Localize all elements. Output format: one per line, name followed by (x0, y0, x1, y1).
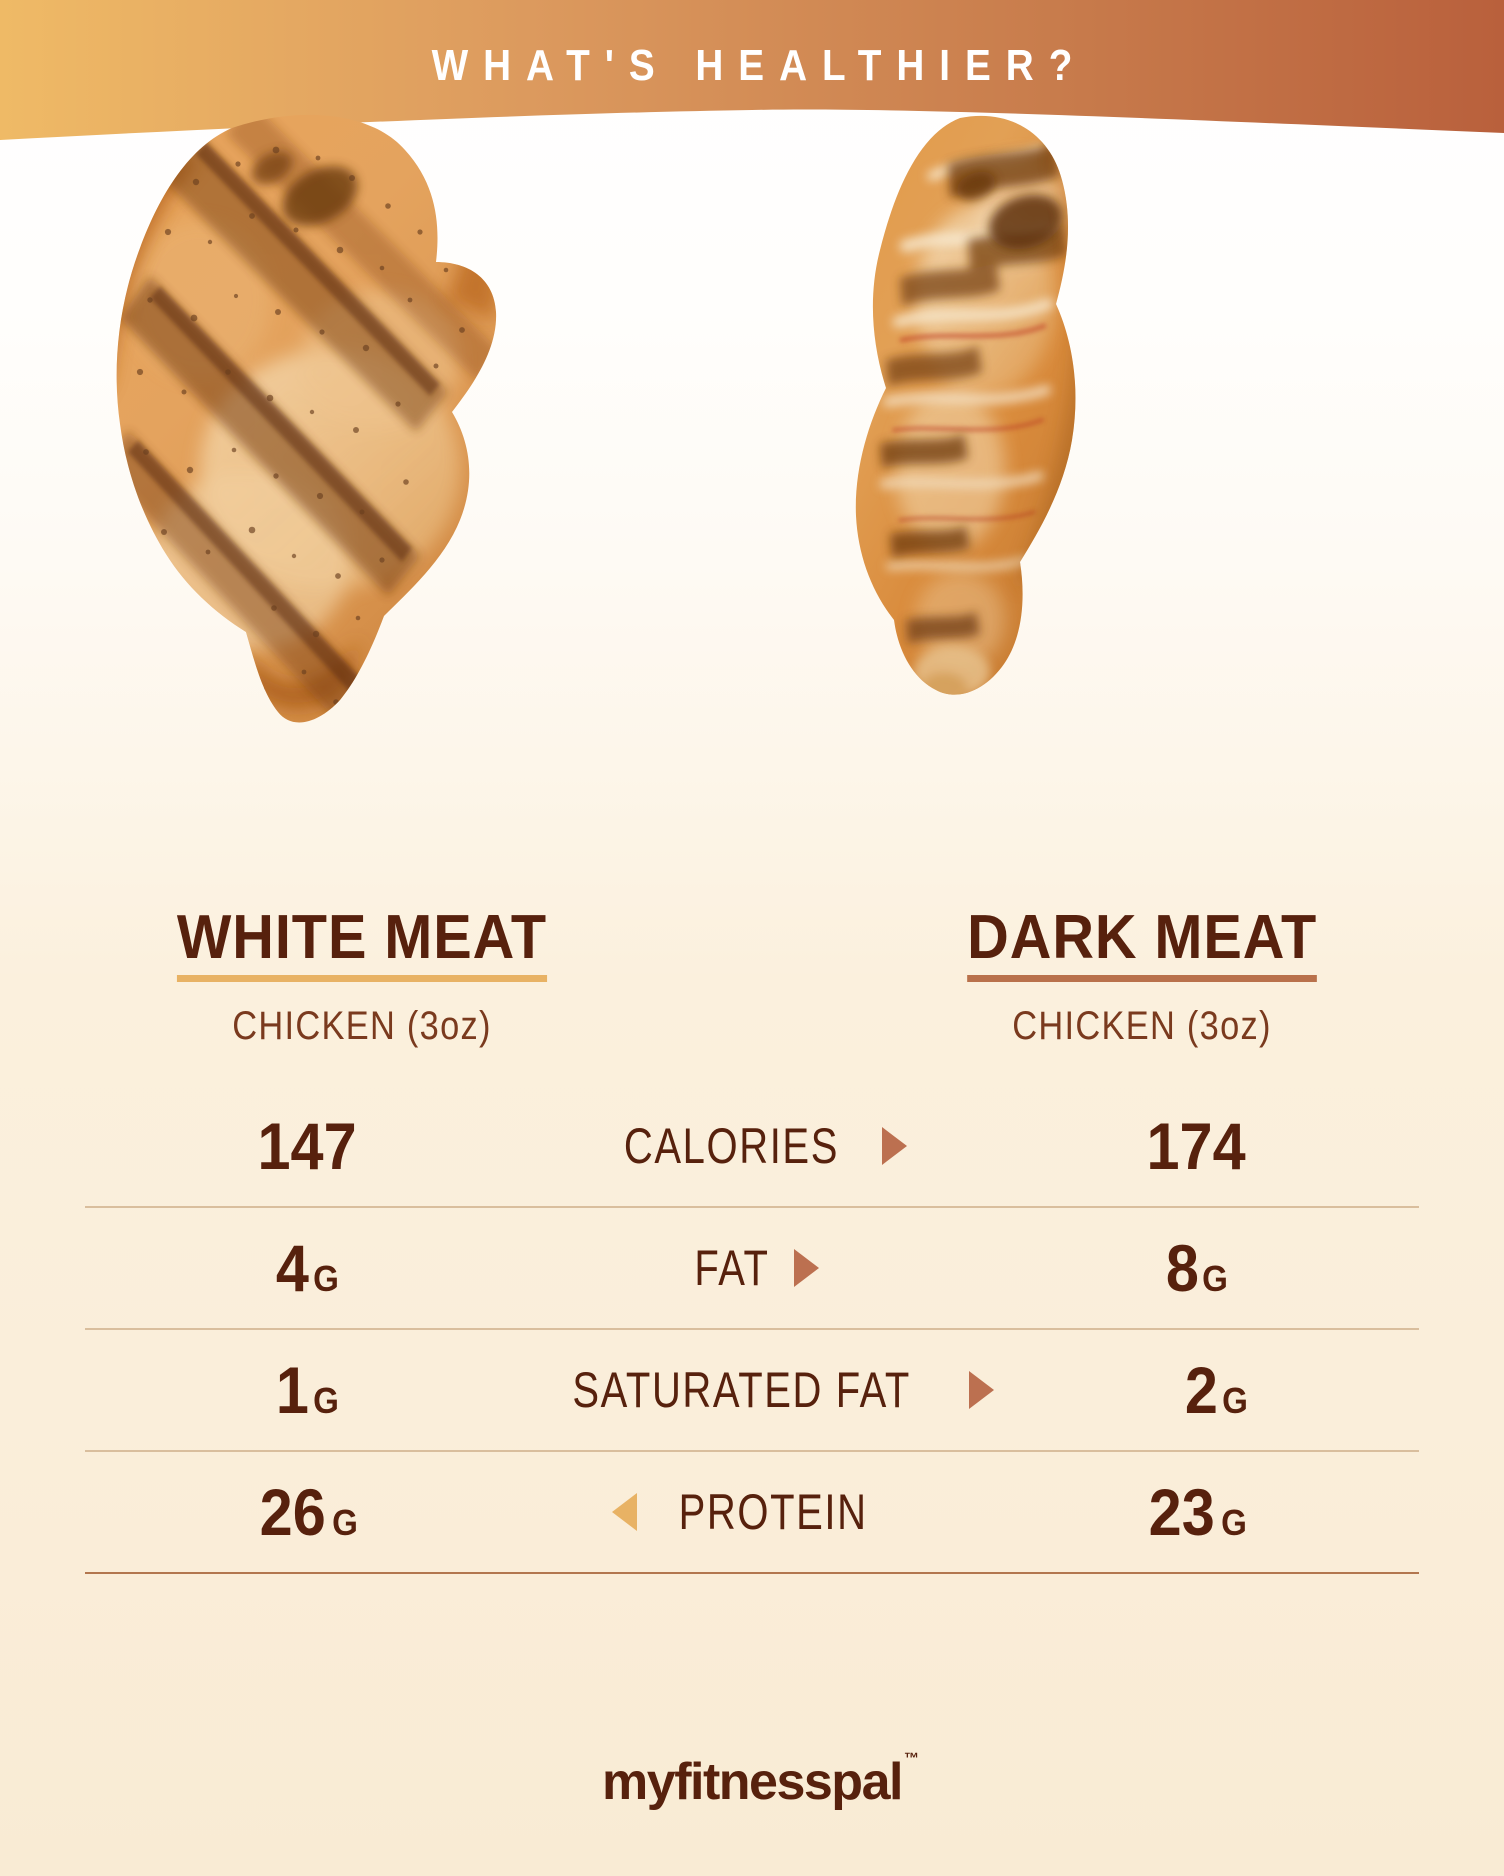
page-title: WHAT'S HEALTHIER? (431, 41, 1088, 90)
dark-meat-value: 23 (1149, 1475, 1216, 1549)
metric-label-cell: PROTEIN (530, 1487, 975, 1537)
trademark-symbol: ™ (903, 1750, 919, 1767)
brand-name: myfitnesspal (602, 1753, 903, 1811)
myfitnesspal-logo: myfitnesspal ™ (602, 1750, 919, 1812)
white-meat-value-cell: 4 G (85, 1235, 530, 1301)
dark-meat-value-cell: 174 (974, 1113, 1419, 1179)
white-meat-value: 147 (257, 1109, 357, 1183)
arrow-right-icon (968, 1371, 994, 1409)
dark-meat-unit: G (1222, 1380, 1248, 1421)
column-white-meat: WHITE MEAT CHICKEN (3oz) (32, 905, 692, 1049)
metric-label: PROTEIN (678, 1484, 868, 1540)
dark-meat-value: 8 (1165, 1231, 1199, 1305)
dark-meat-value-cell: 8 G (974, 1235, 1419, 1301)
column-title-white-meat: WHITE MEAT (176, 905, 548, 983)
white-meat-value: 4 (276, 1231, 310, 1305)
white-meat-value: 26 (259, 1475, 326, 1549)
column-subtitle-white-meat: CHICKEN (3oz) (232, 1004, 492, 1049)
arrow-left-icon (612, 1493, 638, 1531)
metric-label-cell: FAT (530, 1243, 975, 1293)
table-row: 26 G PROTEIN 23 G (85, 1452, 1419, 1574)
white-meat-unit: G (331, 1502, 358, 1543)
metric-label: FAT (693, 1240, 770, 1296)
header-banner-shape (0, 0, 1504, 140)
white-meat-value-cell: 1 G (85, 1357, 530, 1423)
column-subtitle-dark-meat: CHICKEN (3oz) (1012, 1004, 1272, 1049)
metric-label: SATURATED FAT (571, 1362, 911, 1418)
footer: myfitnesspal ™ (0, 1750, 1504, 1812)
white-meat-unit: G (313, 1380, 340, 1421)
dark-meat-value-cell: 23 G (974, 1479, 1419, 1545)
metric-label: CALORIES (623, 1118, 840, 1174)
arrow-right-icon (794, 1249, 820, 1287)
arrow-right-icon (881, 1127, 907, 1165)
white-meat-value-cell: 147 (85, 1113, 530, 1179)
table-row: 4 G FAT 8 G (85, 1208, 1419, 1330)
chicken-breast-illustration (116, 114, 497, 723)
column-dark-meat: DARK MEAT CHICKEN (3oz) (812, 905, 1472, 1049)
dark-meat-unit: G (1220, 1502, 1247, 1543)
white-meat-value: 1 (276, 1353, 310, 1427)
white-meat-value-cell: 26 G (85, 1479, 530, 1545)
white-meat-unit: G (313, 1258, 340, 1299)
table-row: 147 CALORIES 174 (85, 1086, 1419, 1208)
dark-meat-value: 2 (1185, 1353, 1219, 1427)
chicken-drumstick-illustration (855, 115, 1076, 695)
column-title-dark-meat: DARK MEAT (966, 905, 1318, 983)
dark-meat-unit: G (1202, 1258, 1229, 1299)
column-headings: WHITE MEAT CHICKEN (3oz) DARK MEAT CHICK… (0, 905, 1504, 1085)
dark-meat-value-cell: 2 G (994, 1357, 1439, 1423)
table-row: 1 G SATURATED FAT 2 G (85, 1330, 1419, 1452)
metric-label-cell: CALORIES (530, 1121, 975, 1171)
food-illustrations (116, 114, 1076, 723)
dark-meat-value: 174 (1146, 1109, 1246, 1183)
header-banner: WHAT'S HEALTHIER? (0, 0, 1504, 142)
nutrition-comparison-table: 147 CALORIES 174 4 G FAT 8 (85, 1086, 1419, 1574)
metric-label-cell: SATURATED FAT (530, 1365, 994, 1415)
